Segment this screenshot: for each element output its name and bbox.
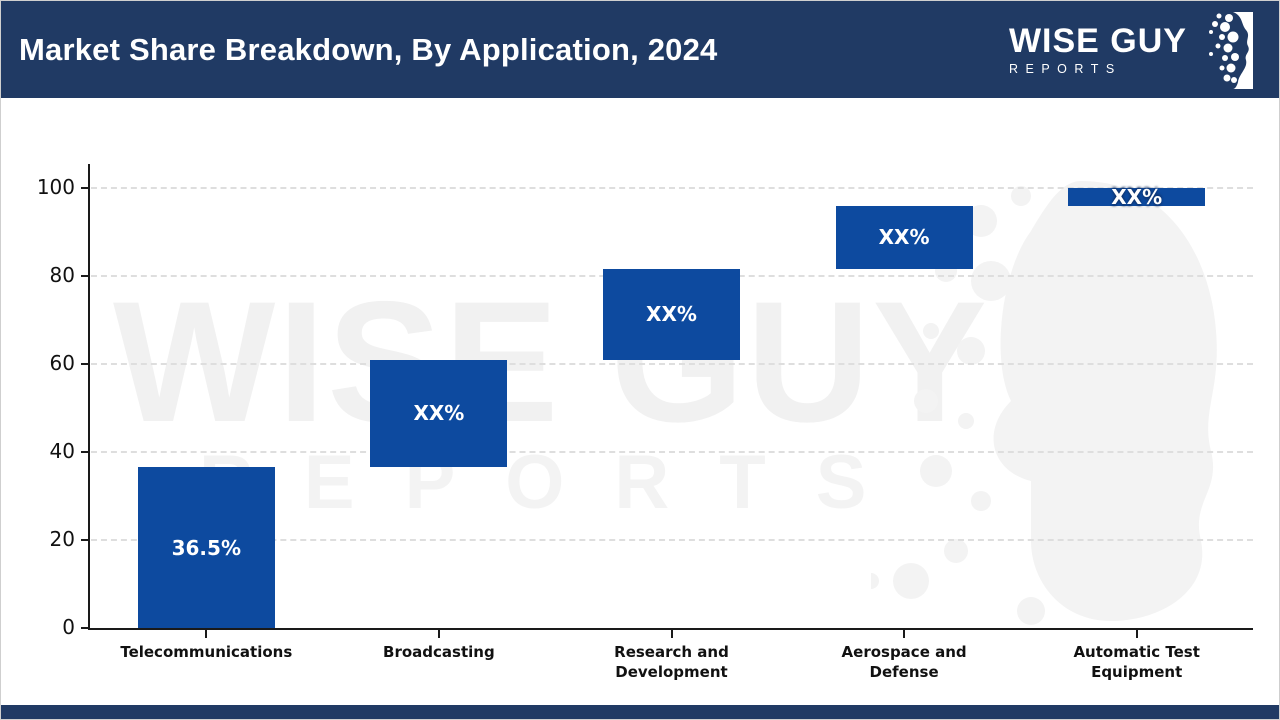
watermark-wordmark: WISE GUY — [113, 266, 990, 458]
watermark-subtitle: REPORTS — [199, 440, 917, 525]
bar-value-label: XX% — [646, 302, 697, 327]
bar-segment: XX% — [835, 205, 973, 270]
bar-segment: XX% — [370, 359, 508, 468]
x-axis-line — [88, 628, 1253, 630]
y-axis-tick — [81, 363, 90, 365]
y-axis-tick — [81, 451, 90, 453]
y-axis-tick-label: 0 — [62, 615, 75, 639]
x-axis-tick — [437, 630, 440, 638]
y-axis-tick — [81, 187, 90, 189]
logo-face-icon — [1209, 11, 1253, 89]
y-axis-tick-label: 40 — [49, 439, 75, 463]
x-axis-tick — [1135, 630, 1138, 638]
y-axis-tick-label: 80 — [49, 263, 75, 287]
x-axis-tick — [903, 630, 906, 638]
bar-value-label: XX% — [878, 225, 930, 250]
x-axis-category-label: Automatic Test Equipment — [1073, 643, 1200, 682]
y-axis-line — [88, 164, 90, 630]
bar-value-label: XX% — [413, 401, 465, 426]
x-axis-category-label: Telecommunications — [120, 643, 293, 661]
y-axis-tick — [81, 539, 90, 541]
bar-value-label: XX% — [1111, 184, 1163, 209]
bar-segment: XX% — [1068, 184, 1206, 209]
y-axis-tick-label: 60 — [49, 351, 75, 375]
chart-title: Market Share Breakdown, By Application, … — [19, 31, 718, 67]
gridline — [91, 187, 1253, 189]
y-axis-tick-label: 100 — [36, 175, 75, 199]
x-axis-tick — [670, 630, 673, 638]
y-axis-tick — [81, 275, 90, 277]
wiseguy-logo: WISE GUY REPORTS — [1009, 10, 1253, 90]
x-axis-category-label: Research and Development — [614, 643, 729, 682]
gridline — [91, 363, 1253, 365]
y-axis-tick-label: 20 — [49, 527, 75, 551]
bar-value-label: 36.5% — [171, 535, 241, 560]
gridline — [91, 451, 1253, 453]
x-axis-category-label: Aerospace and Defense — [841, 643, 967, 682]
x-axis-tick — [205, 630, 208, 638]
x-axis-category-label: Broadcasting — [383, 643, 495, 661]
header-bar: Market Share Breakdown, By Application, … — [1, 1, 1279, 98]
y-axis-tick — [81, 627, 90, 629]
logo-wordmark: WISE GUY — [1008, 21, 1187, 60]
bar-segment: XX% — [603, 269, 740, 360]
footer-bar — [1, 705, 1279, 719]
logo-subtitle: REPORTS — [1008, 61, 1122, 76]
gridline — [91, 539, 1253, 541]
bar-segment: 36.5% — [137, 467, 275, 628]
